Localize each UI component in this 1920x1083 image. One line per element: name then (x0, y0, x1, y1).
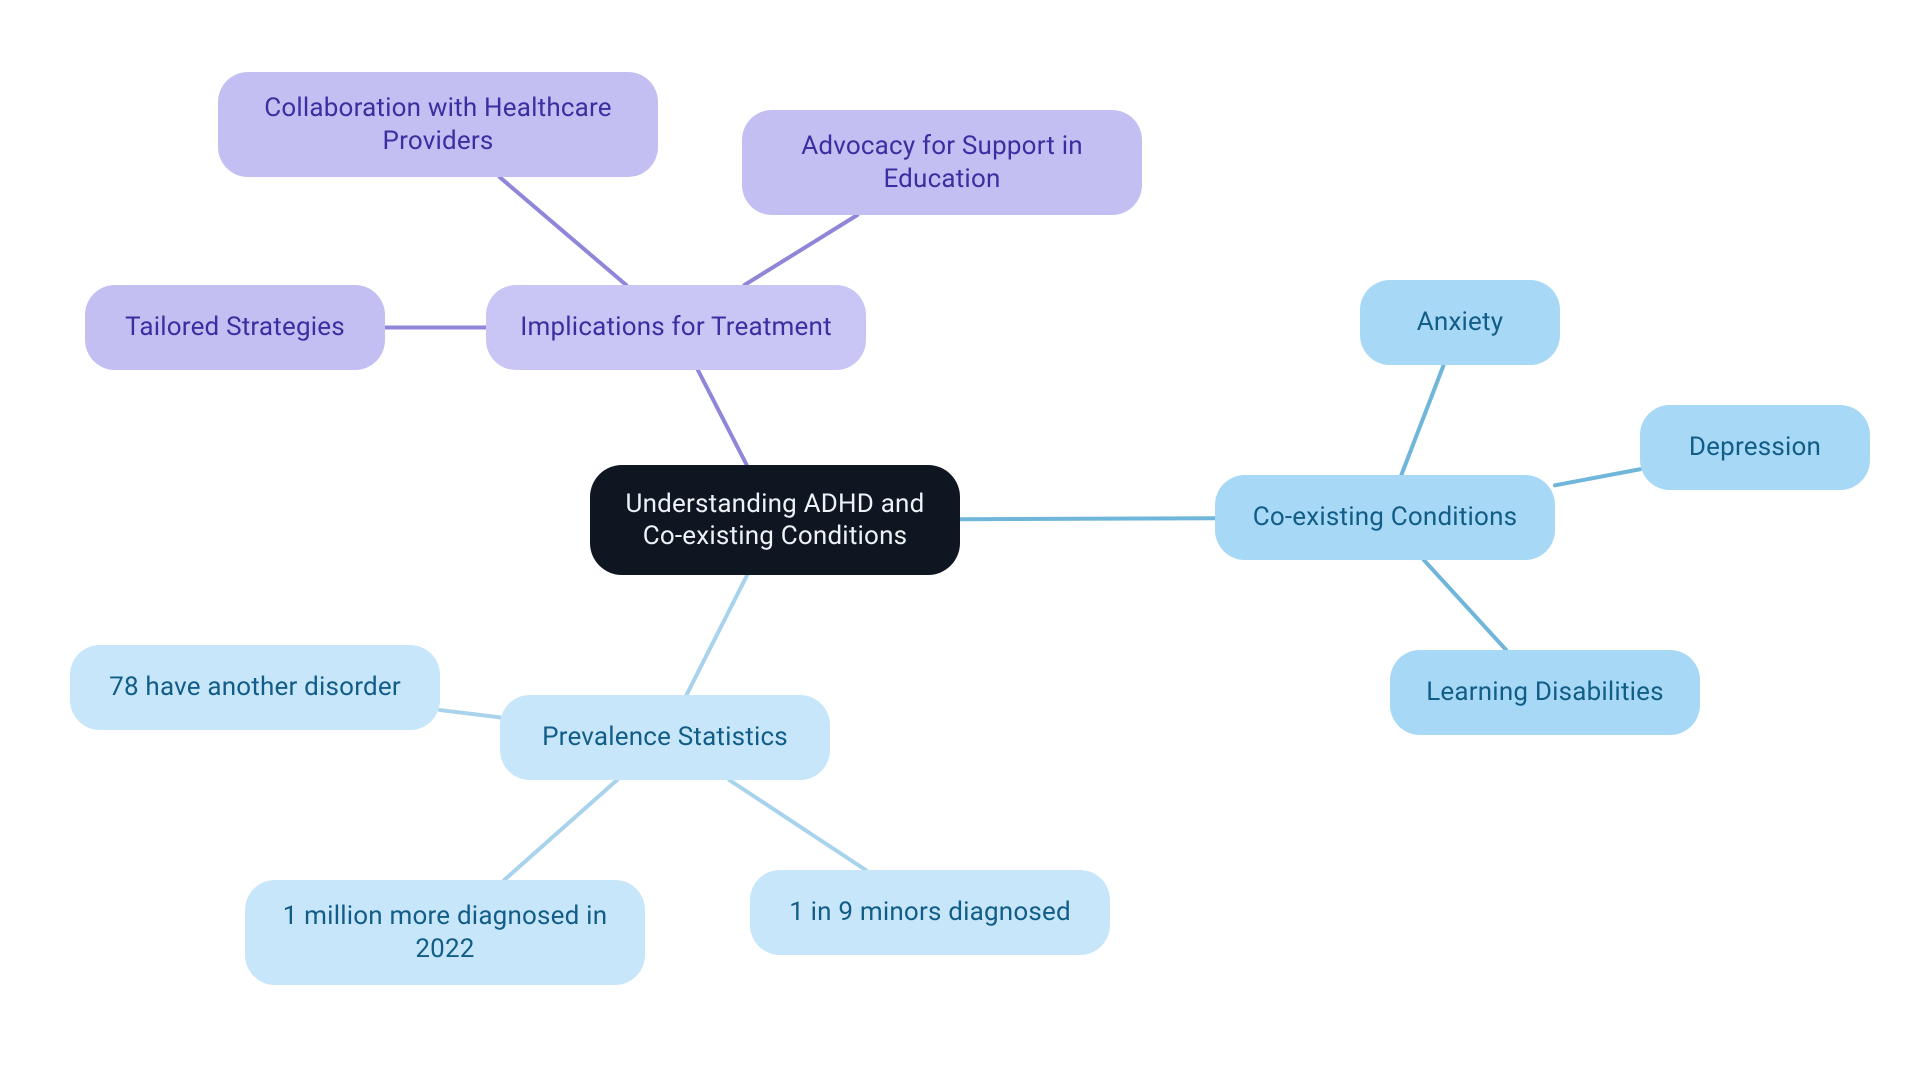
edge (1555, 469, 1640, 485)
node-seventyeight: 78 have another disorder (70, 645, 440, 730)
node-center-label: Understanding ADHD and Co-existing Condi… (622, 488, 928, 553)
edge (1401, 365, 1443, 475)
node-million-label: 1 million more diagnosed in 2022 (277, 900, 613, 965)
edge (1424, 560, 1506, 650)
node-tailored-label: Tailored Strategies (125, 311, 345, 344)
node-anxiety-label: Anxiety (1417, 306, 1504, 339)
node-onein9: 1 in 9 minors diagnosed (750, 870, 1110, 955)
node-collab: Collaboration with Healthcare Providers (218, 72, 658, 177)
node-anxiety: Anxiety (1360, 280, 1560, 365)
node-prevalence: Prevalence Statistics (500, 695, 830, 780)
node-learning-label: Learning Disabilities (1426, 676, 1664, 709)
node-coexist-label: Co-existing Conditions (1253, 501, 1518, 534)
node-onein9-label: 1 in 9 minors diagnosed (789, 896, 1071, 929)
edge (504, 780, 617, 880)
edge (440, 710, 500, 717)
node-learning: Learning Disabilities (1390, 650, 1700, 735)
edge (698, 370, 747, 465)
node-implications: Implications for Treatment (486, 285, 866, 370)
edge (729, 780, 865, 870)
node-advocacy-label: Advocacy for Support in Education (774, 130, 1110, 195)
node-prevalence-label: Prevalence Statistics (542, 721, 788, 754)
node-coexist: Co-existing Conditions (1215, 475, 1555, 560)
edge (686, 575, 747, 695)
edge (745, 215, 858, 285)
node-depression: Depression (1640, 405, 1870, 490)
node-collab-label: Collaboration with Healthcare Providers (250, 92, 626, 157)
mindmap-canvas: Understanding ADHD and Co-existing Condi… (0, 0, 1920, 1083)
node-depression-label: Depression (1689, 431, 1821, 464)
edge (960, 518, 1215, 519)
node-center: Understanding ADHD and Co-existing Condi… (590, 465, 960, 575)
node-million: 1 million more diagnosed in 2022 (245, 880, 645, 985)
node-advocacy: Advocacy for Support in Education (742, 110, 1142, 215)
node-tailored: Tailored Strategies (85, 285, 385, 370)
node-seventyeight-label: 78 have another disorder (109, 671, 401, 704)
node-implications-label: Implications for Treatment (520, 311, 832, 344)
edge (500, 177, 627, 285)
